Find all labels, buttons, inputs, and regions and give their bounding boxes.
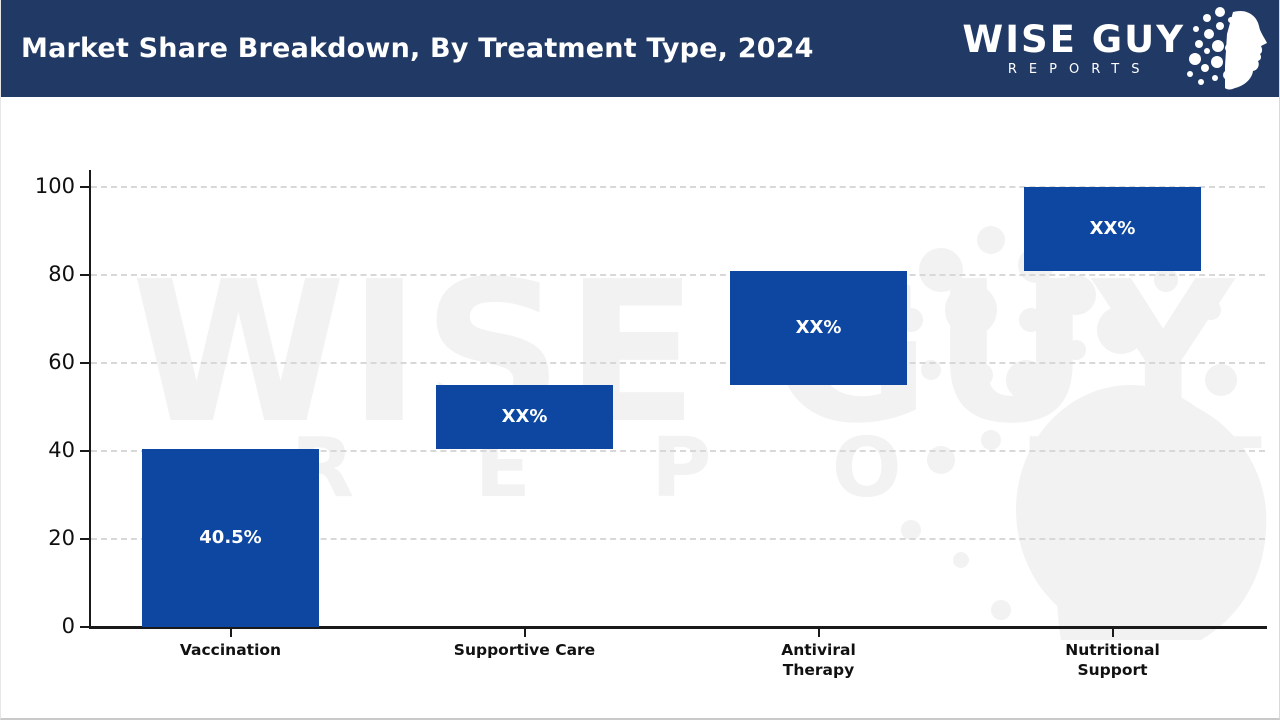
x-axis-tick (1111, 629, 1114, 637)
bar-value-label: XX% (501, 406, 548, 428)
y-axis-tick-label: 40 (48, 438, 75, 462)
x-axis-label-antiviral-therapy: Antiviral Therapy (781, 641, 856, 680)
y-axis-line (89, 170, 91, 628)
x-axis-tick (229, 629, 232, 637)
bar-antiviral-therapy: XX% (730, 270, 907, 385)
y-axis-tick (80, 362, 89, 364)
brand-subname: REPORTS (1007, 61, 1152, 77)
y-axis-tick (80, 186, 89, 188)
bar-value-label: XX% (795, 317, 842, 339)
bar-value-label: XX% (1089, 218, 1136, 240)
head-profile-icon (1187, 6, 1267, 89)
watermark-text-line1: WISE GUY (131, 239, 1236, 466)
gridline-20 (91, 538, 1265, 540)
y-axis-tick-label: 80 (48, 262, 75, 286)
bar-value-label: 40.5% (199, 527, 262, 549)
bar-vaccination: 40.5% (142, 448, 319, 627)
x-axis-tick (817, 629, 820, 637)
brand-logo-text: WISE GUY REPORTS (962, 21, 1185, 77)
y-axis-tick-label: 60 (48, 350, 75, 374)
x-axis-label-supportive-care: Supportive Care (453, 641, 596, 659)
y-axis-tick (80, 538, 89, 540)
x-axis-line (89, 626, 1267, 629)
gridline-80 (91, 274, 1265, 276)
x-axis-label-nutritional-support: Nutritional Support (1065, 641, 1160, 680)
y-axis-tick-label: 20 (48, 526, 75, 550)
brand-name: WISE GUY (962, 17, 1185, 61)
bar-nutritional-support: XX% (1024, 187, 1201, 271)
y-axis-tick (80, 626, 89, 628)
y-axis-tick-label: 100 (34, 174, 75, 198)
page-title: Market Share Breakdown, By Treatment Typ… (21, 33, 814, 64)
header-bar: Market Share Breakdown, By Treatment Typ… (1, 0, 1279, 97)
x-axis-label-vaccination: Vaccination (179, 641, 282, 659)
brand-logo: WISE GUY REPORTS (962, 4, 1279, 94)
gridline-100 (91, 186, 1265, 188)
y-axis-tick (80, 450, 89, 452)
y-axis-tick (80, 274, 89, 276)
gridline-60 (91, 362, 1265, 364)
y-axis-tick-label: 0 (61, 614, 75, 638)
x-axis-tick (523, 629, 526, 637)
gridline-40 (91, 450, 1265, 452)
bar-supportive-care: XX% (436, 385, 613, 449)
